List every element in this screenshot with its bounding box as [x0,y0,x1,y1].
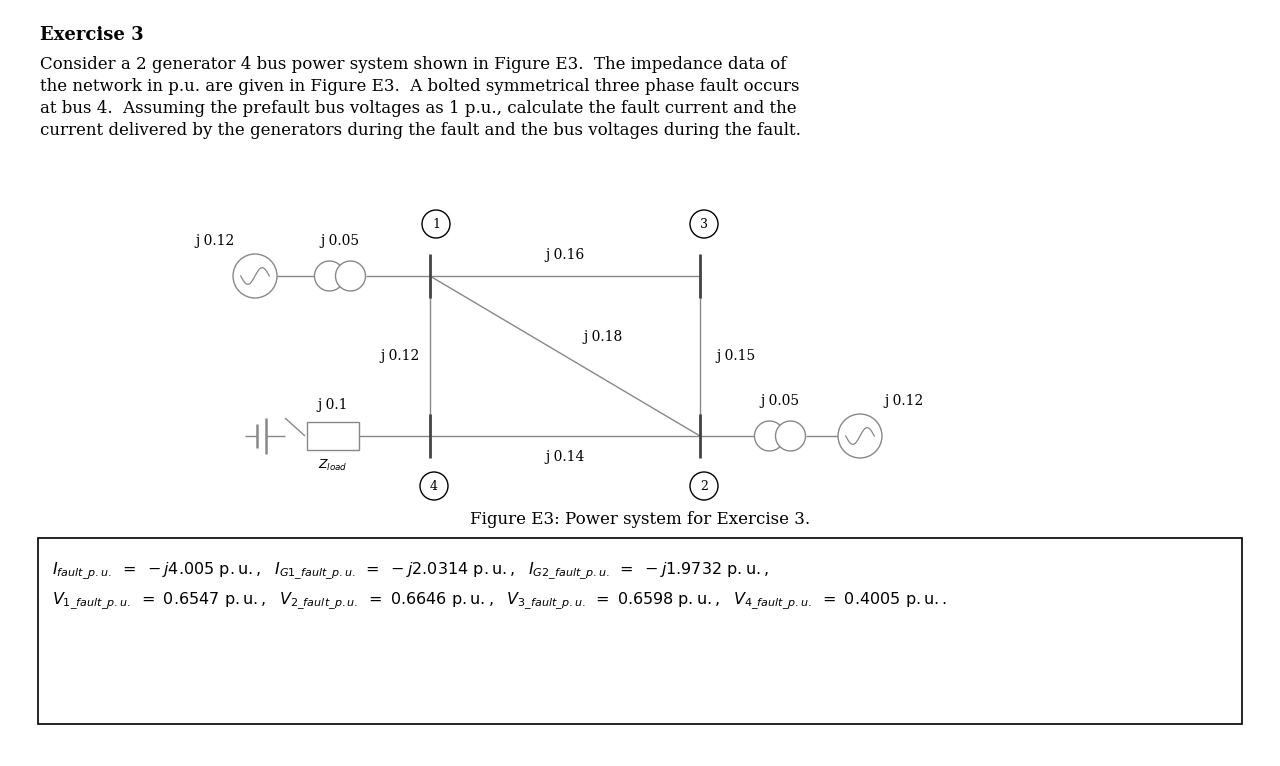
Text: 1: 1 [433,218,440,231]
Text: j 0.14: j 0.14 [545,450,585,464]
Circle shape [838,414,882,458]
Text: j 0.15: j 0.15 [717,349,755,363]
Text: $V_{1\_fault\_p.u.}\ =\ 0.6547\ \mathrm{p.u.},\ \ V_{2\_fault\_p.u.}\ =\ 0.6646\: $V_{1\_fault\_p.u.}\ =\ 0.6547\ \mathrm{… [52,591,947,612]
Text: current delivered by the generators during the fault and the bus voltages during: current delivered by the generators duri… [40,122,801,139]
Text: 3: 3 [700,218,708,231]
Circle shape [690,210,718,238]
Circle shape [233,254,276,298]
Circle shape [335,261,366,291]
Text: $Z_{load}$: $Z_{load}$ [319,458,348,473]
Circle shape [690,472,718,500]
Text: j 0.05: j 0.05 [760,394,800,408]
Bar [38,538,1242,724]
Circle shape [420,472,448,500]
Text: at bus 4.  Assuming the prefault bus voltages as 1 p.u., calculate the fault cur: at bus 4. Assuming the prefault bus volt… [40,100,796,117]
Text: the network in p.u. are given in Figure E3.  A bolted symmetrical three phase fa: the network in p.u. are given in Figure … [40,78,800,95]
Text: Exercise 3: Exercise 3 [40,26,143,44]
Text: j 0.12: j 0.12 [380,349,420,363]
Text: $I_{fault\_p.u.}\ =\ -j4.005\ \mathrm{p.u.},\ \ I_{G1\_fault\_p.u.}\ =\ -j2.0314: $I_{fault\_p.u.}\ =\ -j4.005\ \mathrm{p.… [52,561,769,582]
Circle shape [422,210,451,238]
Text: j 0.12: j 0.12 [884,394,924,408]
Text: Consider a 2 generator 4 bus power system shown in Figure E3.  The impedance dat: Consider a 2 generator 4 bus power syste… [40,56,786,73]
Text: Figure E3: Power system for Exercise 3.: Figure E3: Power system for Exercise 3. [470,511,810,528]
Text: 4: 4 [430,480,438,493]
Text: j 0.16: j 0.16 [545,248,585,262]
Circle shape [754,421,785,451]
Text: j 0.18: j 0.18 [582,330,622,344]
Text: j 0.12: j 0.12 [196,234,234,248]
Text: j 0.05: j 0.05 [320,234,360,248]
Bar [307,422,358,450]
Circle shape [315,261,344,291]
Text: 2: 2 [700,480,708,493]
Text: j 0.1: j 0.1 [317,398,348,412]
Circle shape [776,421,805,451]
